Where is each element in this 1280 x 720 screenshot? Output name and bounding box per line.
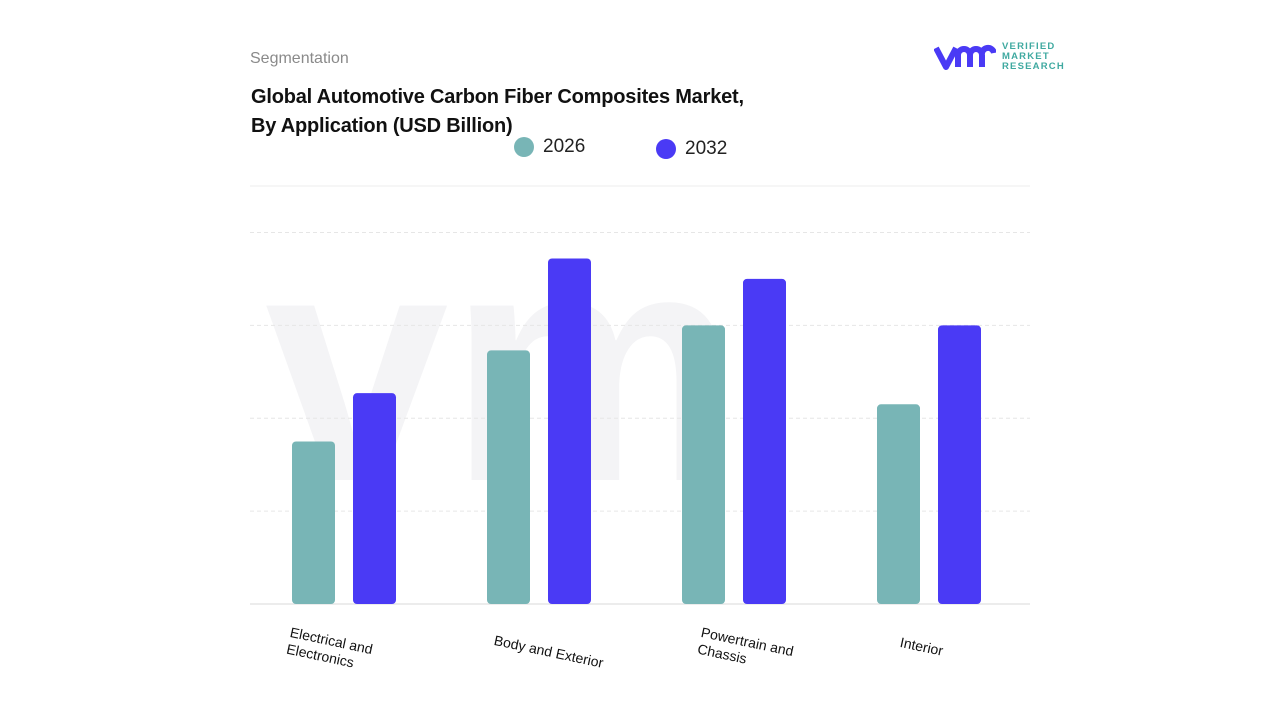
vmr-logo-icon xyxy=(934,44,996,70)
chart-title: Global Automotive Carbon Fiber Composite… xyxy=(251,83,744,141)
legend-label: 2026 xyxy=(543,136,586,157)
logo-line-2: MARKET xyxy=(1002,51,1050,62)
legend-swatch-2032 xyxy=(656,139,676,159)
logo-line-1: VERIFIED xyxy=(1002,41,1056,52)
legend-label: 2032 xyxy=(685,138,728,159)
section-label: Segmentation xyxy=(250,50,349,67)
bar-2032-1 xyxy=(548,258,591,604)
bar-2026-2 xyxy=(682,325,725,604)
title-line-1: Global Automotive Carbon Fiber Composite… xyxy=(251,86,744,108)
legend-item-2032: 2032 xyxy=(656,138,727,160)
logo-line-3: RESEARCH xyxy=(1002,61,1065,72)
bar-2026-3 xyxy=(877,404,920,604)
logo: VERIFIED MARKET RESEARCH xyxy=(934,42,1065,72)
bar-2026-1 xyxy=(487,350,530,604)
legend-item-2026: 2026 xyxy=(514,136,585,158)
bar-2026-0 xyxy=(292,441,335,604)
bar-2032-2 xyxy=(743,278,786,604)
title-line-2: By Application (USD Billion) xyxy=(251,115,513,137)
legend-swatch-2026 xyxy=(514,137,534,157)
bar-2032-0 xyxy=(353,393,396,604)
bar-2032-3 xyxy=(938,325,981,604)
